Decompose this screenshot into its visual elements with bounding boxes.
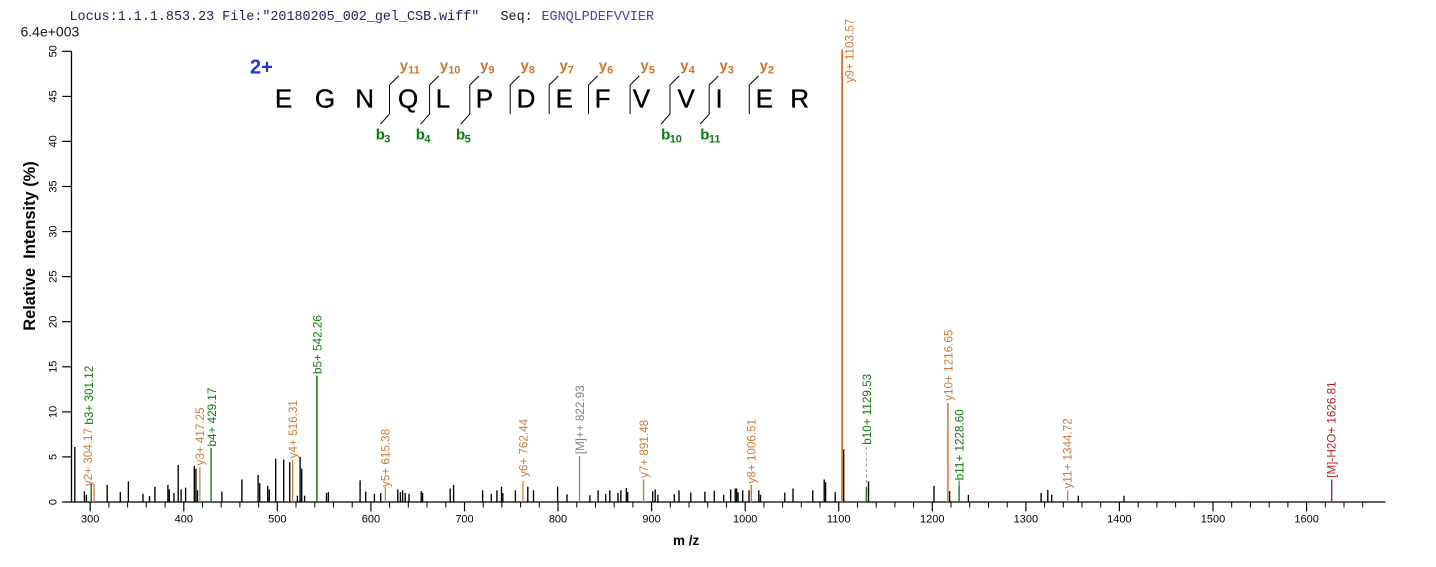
- svg-text:D: D: [517, 84, 536, 114]
- svg-text:3: 3: [384, 134, 390, 146]
- svg-text:600: 600: [362, 514, 380, 526]
- svg-text:b: b: [456, 127, 465, 144]
- svg-text:10: 10: [48, 406, 60, 418]
- svg-text:b: b: [416, 127, 425, 144]
- svg-text:10: 10: [670, 134, 682, 146]
- svg-text:11: 11: [408, 65, 420, 77]
- svg-text:R: R: [790, 84, 809, 114]
- svg-text:4: 4: [689, 65, 696, 77]
- svg-text:9: 9: [488, 65, 494, 77]
- svg-text:35: 35: [48, 180, 60, 192]
- svg-text:V: V: [678, 84, 696, 114]
- svg-text:y9+ 1103.57: y9+ 1103.57: [844, 19, 857, 83]
- svg-text:2: 2: [768, 65, 774, 77]
- svg-text:6: 6: [607, 65, 613, 77]
- svg-text:0: 0: [48, 499, 60, 505]
- svg-text:700: 700: [455, 514, 473, 526]
- svg-text:b: b: [700, 127, 709, 144]
- svg-text:900: 900: [642, 514, 660, 526]
- svg-text:y: y: [560, 58, 569, 75]
- svg-text:y7+ 891.48: y7+ 891.48: [638, 420, 651, 478]
- svg-text:b3+ 301.12: b3+ 301.12: [83, 366, 96, 425]
- svg-text:y: y: [640, 58, 649, 75]
- svg-text:y4+ 516.31: y4+ 516.31: [287, 400, 300, 458]
- svg-text:300: 300: [81, 514, 99, 526]
- svg-text:y6+ 762.44: y6+ 762.44: [517, 418, 530, 477]
- svg-text:5: 5: [465, 134, 471, 146]
- svg-text:25: 25: [48, 270, 60, 282]
- svg-text:I: I: [716, 84, 723, 114]
- svg-text:y: y: [400, 58, 409, 75]
- svg-text:b: b: [376, 127, 385, 144]
- svg-text:y5+ 615.38: y5+ 615.38: [380, 429, 393, 487]
- svg-text:15: 15: [48, 361, 60, 373]
- svg-text:y: y: [521, 58, 530, 75]
- svg-text:E: E: [756, 84, 773, 114]
- svg-text:1500: 1500: [1201, 514, 1225, 526]
- svg-text:y8+ 1006.51: y8+ 1006.51: [746, 419, 759, 484]
- svg-text:y2+ 304.17: y2+ 304.17: [82, 428, 95, 486]
- svg-text:45: 45: [48, 90, 60, 102]
- svg-text:Seq:: Seq:: [501, 10, 533, 25]
- svg-text:E: E: [275, 84, 292, 114]
- svg-text:F: F: [595, 84, 611, 114]
- svg-text:1400: 1400: [1107, 514, 1131, 526]
- svg-text:b10+ 1129.53: b10+ 1129.53: [861, 374, 874, 445]
- svg-text:50: 50: [48, 45, 60, 57]
- svg-text:Q: Q: [398, 84, 418, 114]
- svg-text:1200: 1200: [920, 514, 944, 526]
- svg-text:y: y: [480, 58, 489, 75]
- svg-text:b11+ 1228.60: b11+ 1228.60: [953, 409, 966, 480]
- svg-text:L: L: [436, 84, 450, 114]
- svg-text:5: 5: [48, 454, 60, 460]
- svg-text:800: 800: [549, 514, 567, 526]
- svg-text:500: 500: [268, 514, 286, 526]
- svg-text:y3+ 417.25: y3+ 417.25: [194, 407, 207, 466]
- svg-text:400: 400: [175, 514, 193, 526]
- svg-text:b4+ 429.17: b4+ 429.17: [206, 388, 219, 447]
- svg-text:P: P: [476, 84, 493, 114]
- svg-text:E: E: [556, 84, 573, 114]
- svg-text:2+: 2+: [250, 57, 273, 79]
- svg-text:Locus:1.1.1.853.23 File:"20180: Locus:1.1.1.853.23 File:"20180205_002_ge…: [70, 10, 480, 25]
- svg-text:y: y: [599, 58, 608, 75]
- svg-text:7: 7: [568, 65, 574, 77]
- svg-text:4: 4: [424, 134, 431, 146]
- svg-text:b5+ 542.26: b5+ 542.26: [311, 315, 324, 374]
- svg-text:y10+ 1216.65: y10+ 1216.65: [942, 329, 955, 401]
- svg-text:y: y: [720, 58, 729, 75]
- svg-text:G: G: [315, 84, 335, 114]
- svg-text:1600: 1600: [1294, 514, 1318, 526]
- svg-text:11: 11: [709, 134, 721, 146]
- svg-text:5: 5: [649, 65, 655, 77]
- svg-text:y: y: [760, 58, 769, 75]
- svg-text:1100: 1100: [827, 514, 851, 526]
- svg-text:8: 8: [529, 65, 535, 77]
- svg-text:1300: 1300: [1014, 514, 1038, 526]
- svg-text:b: b: [661, 127, 670, 144]
- svg-text:Relative Intensity (%): Relative Intensity (%): [21, 161, 39, 330]
- svg-text:3: 3: [728, 65, 734, 77]
- svg-text:EGNQLPDEFVVIER: EGNQLPDEFVVIER: [542, 10, 655, 25]
- svg-text:y: y: [440, 58, 449, 75]
- svg-text:1000: 1000: [733, 514, 757, 526]
- svg-text:m /z: m /z: [673, 533, 700, 548]
- svg-text:30: 30: [48, 225, 60, 237]
- svg-text:[M]++ 822.93: [M]++ 822.93: [574, 385, 587, 454]
- svg-text:y: y: [680, 58, 689, 75]
- svg-text:6.4e+003: 6.4e+003: [21, 24, 80, 40]
- svg-text:40: 40: [48, 135, 60, 147]
- svg-text:y11+ 1344.72: y11+ 1344.72: [1062, 418, 1075, 488]
- svg-text:V: V: [633, 84, 651, 114]
- svg-text:20: 20: [48, 316, 60, 328]
- svg-text:[M]-H2O+ 1626.81: [M]-H2O+ 1626.81: [1326, 381, 1339, 477]
- svg-text:10: 10: [448, 65, 460, 77]
- svg-text:N: N: [355, 84, 374, 114]
